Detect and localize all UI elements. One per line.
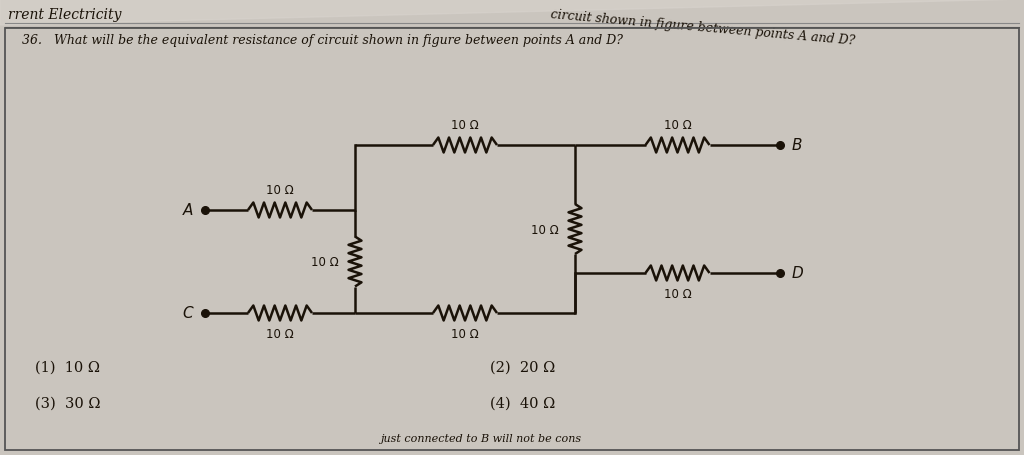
Text: (2)  20 Ω: (2) 20 Ω bbox=[490, 360, 555, 374]
Text: 10 Ω: 10 Ω bbox=[266, 184, 294, 197]
Text: 10 Ω: 10 Ω bbox=[664, 288, 691, 300]
Text: 10 Ω: 10 Ω bbox=[266, 327, 294, 340]
Text: 10 Ω: 10 Ω bbox=[452, 119, 479, 131]
Text: 10 Ω: 10 Ω bbox=[664, 119, 691, 131]
Text: (3)  30 Ω: (3) 30 Ω bbox=[35, 396, 100, 410]
Text: (1)  10 Ω: (1) 10 Ω bbox=[35, 360, 100, 374]
Text: D: D bbox=[792, 266, 804, 281]
Text: 36.   What will be the equivalent resistance of circuit shown in figure between : 36. What will be the equivalent resistan… bbox=[22, 34, 623, 47]
Text: A: A bbox=[182, 203, 193, 218]
Text: rrent Electricity: rrent Electricity bbox=[8, 8, 122, 22]
Text: 10 Ω: 10 Ω bbox=[311, 255, 339, 268]
Text: circuit shown in figure between points A and D?: circuit shown in figure between points A… bbox=[550, 8, 856, 47]
Text: (4)  40 Ω: (4) 40 Ω bbox=[490, 396, 555, 410]
Text: just connected to B will not be cons: just connected to B will not be cons bbox=[380, 433, 582, 443]
Text: C: C bbox=[182, 306, 193, 321]
Text: 10 Ω: 10 Ω bbox=[531, 223, 559, 236]
Text: 10 Ω: 10 Ω bbox=[452, 327, 479, 340]
Text: B: B bbox=[792, 138, 803, 153]
